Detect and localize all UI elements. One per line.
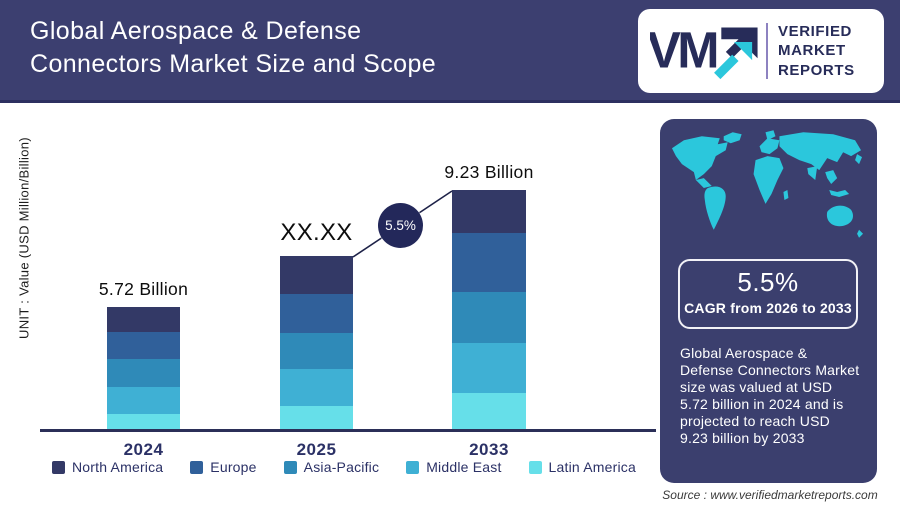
stacked-bar-2033: [452, 190, 526, 429]
x-axis-tick-2025: 2025: [296, 440, 337, 459]
page-title-line2: Connectors Market Size and Scope: [30, 49, 437, 78]
legend-label: Middle East: [426, 459, 502, 475]
x-axis-tick-2024: 2024: [123, 440, 164, 459]
legend-item-latin-america: Latin America: [528, 459, 636, 475]
chart-legend: North America Europe Asia-Pacific Middle Ea…: [52, 459, 636, 475]
header-bar: Global Aerospace & Defense Connectors Ma…: [0, 0, 900, 103]
logo-word-reports: REPORTS: [778, 61, 855, 79]
source-note: Source : www.verifiedmarketreports.com: [662, 488, 878, 502]
legend-label: Asia-Pacific: [303, 459, 380, 475]
cagr-badge: 5.5%: [378, 203, 423, 248]
cagr-box: 5.5% CAGR from 2026 to 2033: [678, 259, 858, 329]
bar-segment-europe: [452, 233, 526, 292]
legend-swatch: [283, 460, 297, 474]
bar-segment-middle-east: [280, 369, 353, 406]
bar-value-label-2024: 5.72 Billion: [98, 279, 189, 299]
page-title: Global Aerospace & Defense Connectors Ma…: [30, 15, 436, 80]
cagr-value: 5.5%: [737, 267, 799, 297]
legend-swatch: [528, 460, 542, 474]
legend-item-north-america: North America: [52, 459, 163, 475]
y-axis-label: UNIT : Value (USD Million/Billion): [16, 137, 32, 339]
page-title-line1: Global Aerospace & Defense: [30, 17, 362, 45]
x-axis-line: [40, 429, 656, 432]
bar-segment-latin-america: [280, 406, 353, 429]
logo-word-verified: VERIFIED: [778, 23, 852, 41]
legend-item-europe: Europe: [190, 459, 256, 475]
bar-segment-asia-pacific: [107, 359, 180, 387]
bar-value-label-2025: XX.XX: [280, 219, 353, 246]
bar-segment-middle-east: [452, 343, 526, 393]
legend-label: North America: [72, 459, 164, 475]
logo-word-market: MARKET: [778, 42, 846, 60]
bar-segment-latin-america: [452, 393, 526, 429]
cagr-caption: CAGR from 2026 to 2033: [684, 300, 852, 316]
legend-swatch: [52, 460, 65, 474]
legend-item-asia-pacific: Asia-Pacific: [283, 459, 380, 475]
stacked-bar-2025: [280, 256, 353, 429]
bar-segment-north-america: [452, 190, 526, 233]
world-map-icon: [671, 130, 864, 238]
bar-segment-asia-pacific: [280, 333, 353, 369]
bar-segment-north-america: [280, 256, 353, 294]
bar-segment-asia-pacific: [452, 292, 526, 343]
legend-swatch: [406, 460, 420, 474]
legend-label: Europe: [210, 459, 257, 475]
bar-value-label-2033: 9.23 Billion: [444, 162, 534, 182]
legend-swatch: [190, 460, 204, 474]
logo-wordmark: VERIFIED MARKET REPORTS: [778, 22, 855, 80]
vmr-logo-letters: VM: [650, 22, 716, 78]
bar-segment-middle-east: [107, 387, 180, 414]
market-summary-text: Global Aerospace & Defense Connectors Ma…: [680, 345, 860, 447]
logo-arrow-shaft-icon: [714, 54, 739, 80]
bar-segment-latin-america: [107, 414, 180, 429]
legend-label: Latin America: [548, 459, 636, 475]
vmr-logo-icon: VM: [650, 22, 758, 80]
stacked-bar-2024: [107, 307, 180, 429]
cagr-badge-value: 5.5%: [385, 218, 416, 233]
bar-segment-europe: [107, 332, 180, 359]
logo-divider: [766, 23, 768, 79]
legend-item-middle-east: Middle East: [406, 459, 501, 475]
x-axis-tick-2033: 2033: [469, 440, 509, 459]
bar-segment-north-america: [107, 307, 180, 332]
summary-panel: 5.5% CAGR from 2026 to 2033 Global Aeros…: [660, 119, 877, 483]
logo-arrow-head-icon: [734, 41, 753, 61]
vmr-logo-card: VM VERIFIED MARKET REPORTS: [638, 9, 884, 93]
bar-segment-europe: [280, 294, 353, 333]
